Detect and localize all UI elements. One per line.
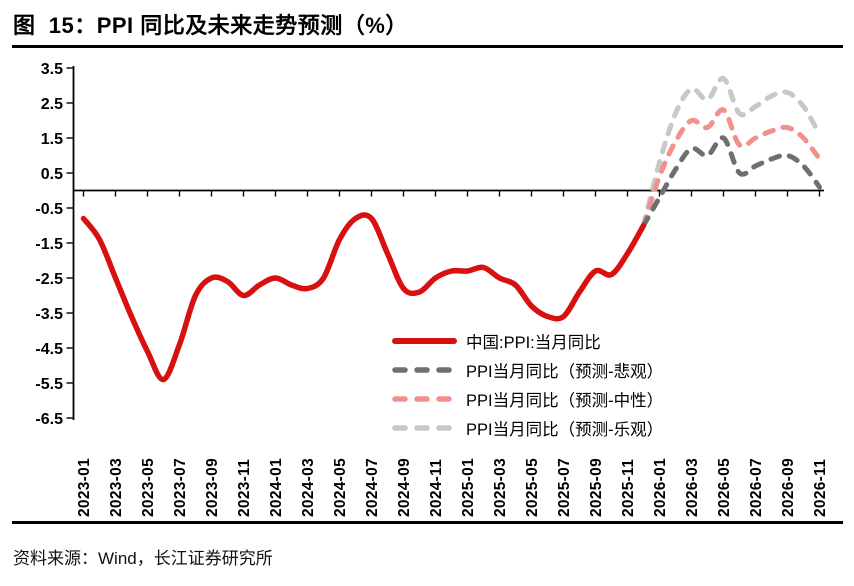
x-tick-label: 2024-03 [300, 458, 317, 517]
page-title: 图 15：PPI 同比及未来走势预测（%） [13, 13, 408, 38]
x-tick-label: 2023-05 [140, 458, 157, 517]
x-tick-label: 2024-01 [268, 458, 285, 517]
y-tick-label: -1.5 [35, 236, 63, 253]
x-tick-label: 2024-09 [396, 458, 413, 517]
x-tick-label: 2023-07 [172, 458, 189, 517]
x-tick-label: 2026-07 [748, 458, 765, 517]
legend-line-neutral [392, 395, 457, 402]
ppi-line-chart: 3.5 2.5 1.5 0.5 -0.5 -1.5 -2.5 -3.5 -4.5 -5.5 -6.5… [35, 61, 829, 517]
x-tick-label: 2024-11 [428, 459, 445, 517]
x-tick-label: 2023-01 [76, 458, 93, 517]
x-tick-label: 2026-03 [684, 458, 701, 517]
y-tick-label: -3.5 [35, 306, 63, 323]
y-tick-label: -0.5 [35, 201, 63, 218]
x-tick-label: 2025-01 [460, 458, 477, 517]
y-tick-label: 1.5 [41, 131, 63, 148]
x-tick-label: 2026-11 [812, 459, 829, 517]
x-tick-label: 2023-11 [236, 459, 253, 517]
y-tick-label: -6.5 [35, 411, 63, 428]
y-tick-label: -5.5 [35, 376, 63, 393]
x-tick-label: 2024-05 [332, 458, 349, 517]
series-line-pessimistic [641, 135, 822, 228]
x-tick-label: 2026-09 [780, 458, 797, 517]
x-tick-label: 2025-03 [492, 458, 509, 517]
x-tick-label: 2025-11 [620, 459, 637, 517]
x-tick-label: 2026-05 [716, 458, 733, 517]
x-tick-label: 2023-09 [204, 458, 221, 517]
legend-line-actual [392, 337, 457, 344]
y-tick-label: -2.5 [35, 271, 63, 288]
legend-item-optimistic: PPI当月同比（预测-乐观） [392, 413, 663, 442]
legend-label-actual: 中国:PPI:当月同比 [466, 333, 601, 352]
x-tick-label: 2025-05 [524, 458, 541, 517]
title-rule [12, 45, 843, 48]
x-tick-label: 2024-07 [364, 458, 381, 517]
chart-legend: 中国:PPI:当月同比 PPI当月同比（预测-悲观） PPI当月同比（预测-中性… [392, 326, 663, 442]
source-text: 资料来源：Wind，长江证券研究所 [13, 549, 273, 568]
legend-label-optimistic: PPI当月同比（预测-乐观） [466, 420, 664, 439]
series-line-optimistic [641, 76, 822, 228]
legend-line-optimistic [392, 424, 457, 431]
series-line-actual [80, 212, 647, 383]
separator-rule [12, 521, 843, 524]
x-tick-label: 2025-07 [556, 458, 573, 517]
legend-label-pessimistic: PPI当月同比（预测-悲观） [466, 362, 664, 381]
x-tick-label: 2025-09 [588, 458, 605, 517]
legend-item-neutral: PPI当月同比（预测-中性） [392, 384, 663, 413]
y-tick-label: 0.5 [41, 166, 63, 183]
y-tick-label: 2.5 [41, 96, 63, 113]
x-tick-label: 2023-03 [108, 458, 125, 517]
y-tick-label: -4.5 [35, 341, 63, 358]
x-tick-label: 2026-01 [652, 458, 669, 517]
legend-item-pessimistic: PPI当月同比（预测-悲观） [392, 355, 663, 384]
series-line-neutral [641, 107, 822, 228]
legend-line-pessimistic [392, 366, 457, 373]
y-tick-label: 3.5 [41, 61, 63, 78]
legend-item-actual: 中国:PPI:当月同比 [392, 326, 663, 355]
legend-label-neutral: PPI当月同比（预测-中性） [466, 391, 664, 410]
